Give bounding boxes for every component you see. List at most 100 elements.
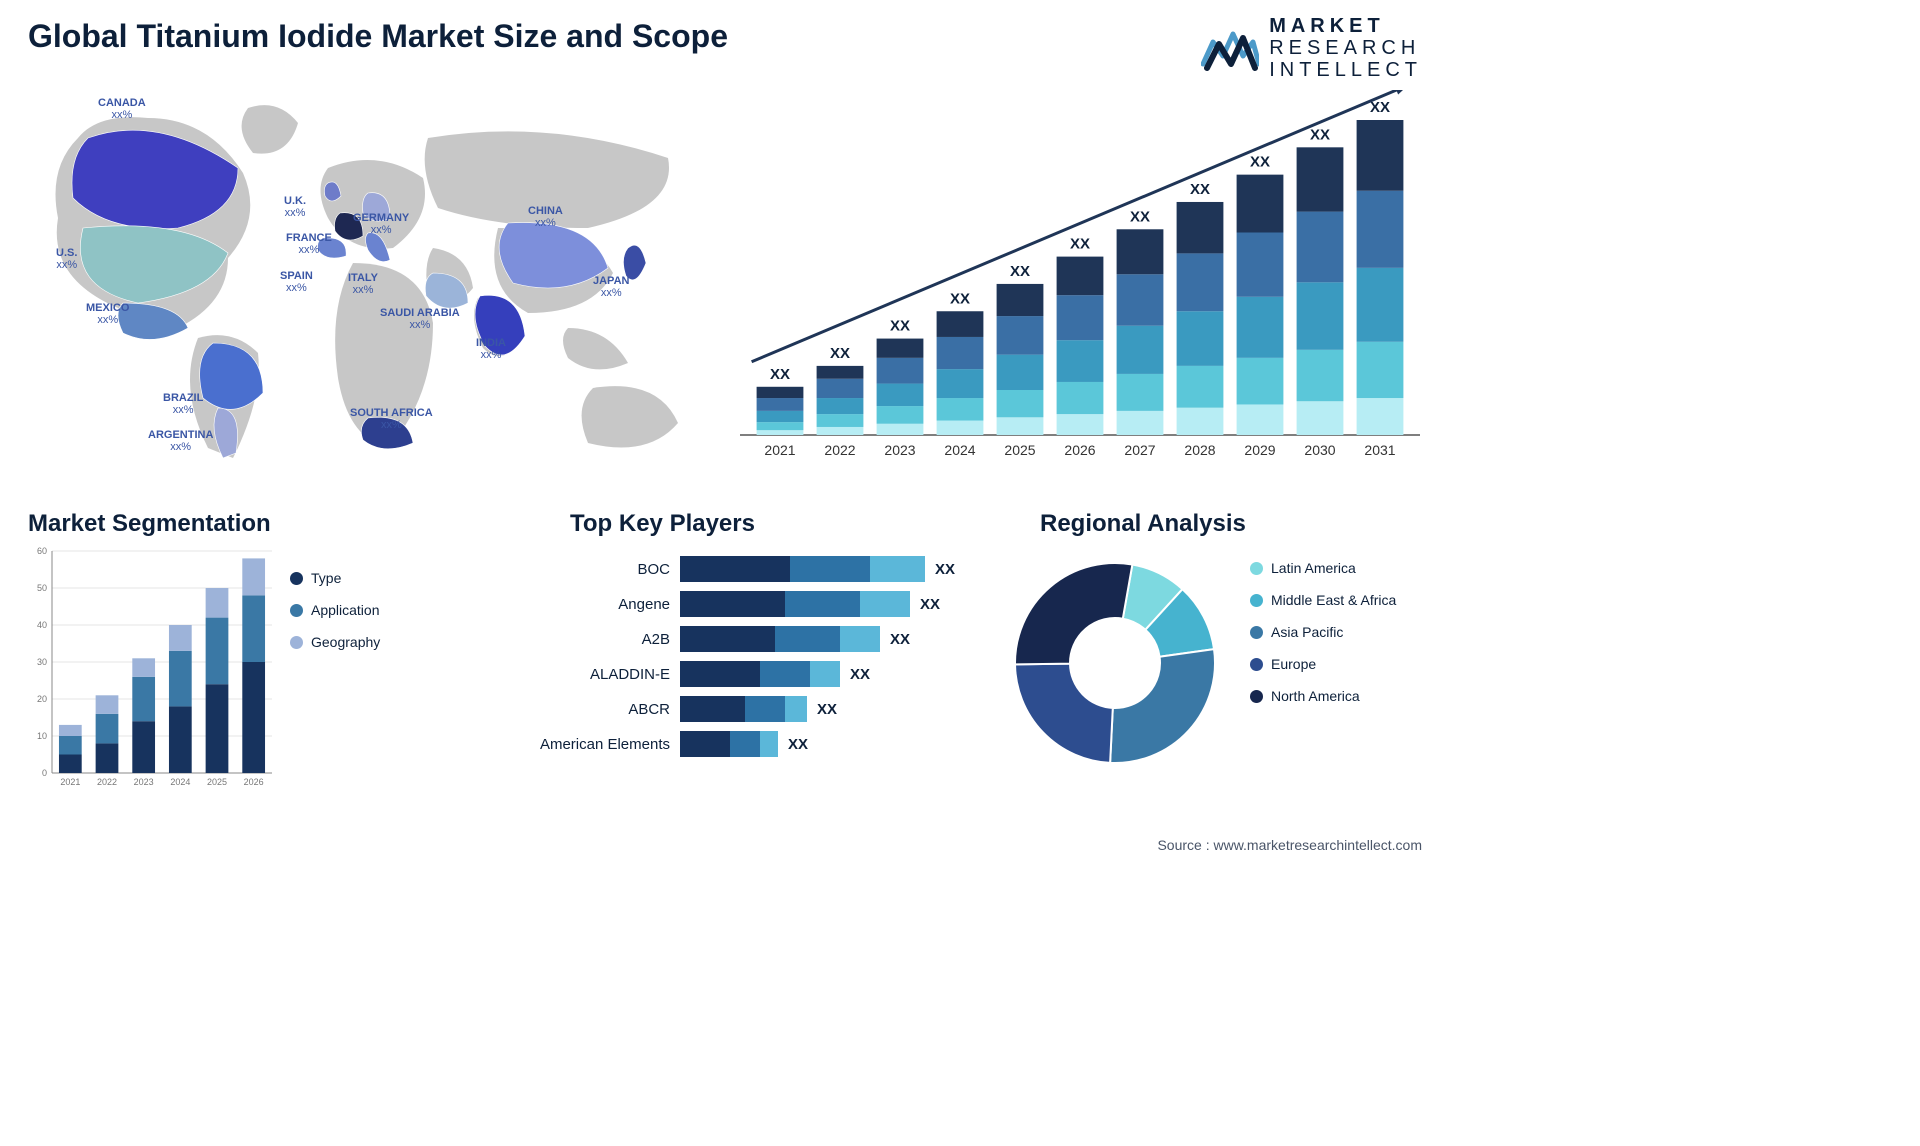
svg-text:2025: 2025 <box>207 777 227 787</box>
map-label-canada: CANADAxx% <box>98 98 146 121</box>
player-name: BOC <box>530 561 680 578</box>
svg-text:0: 0 <box>42 768 47 778</box>
svg-text:XX: XX <box>1010 263 1030 280</box>
svg-text:20: 20 <box>37 694 47 704</box>
map-label-italy: ITALYxx% <box>348 273 378 296</box>
player-bar-segment <box>760 661 810 687</box>
player-value: XX <box>920 596 940 613</box>
player-bar-segment <box>785 591 860 617</box>
player-name: Angene <box>530 596 680 613</box>
svg-text:40: 40 <box>37 620 47 630</box>
regional-title: Regional Analysis <box>1040 510 1246 538</box>
player-row: American ElementsXX <box>530 731 970 757</box>
segmentation-legend-item: Application <box>290 602 380 618</box>
player-bar-segment <box>730 731 760 757</box>
legend-label: Application <box>311 602 380 618</box>
map-label-germany: GERMANYxx% <box>353 213 409 236</box>
map-label-mexico: MEXICOxx% <box>86 303 129 326</box>
logo-line-3: INTELLECT <box>1269 60 1422 80</box>
map-label-saudi-arabia: SAUDI ARABIAxx% <box>380 308 460 331</box>
player-bar-segment <box>810 661 840 687</box>
legend-label: Latin America <box>1271 560 1356 576</box>
page-title: Global Titanium Iodide Market Size and S… <box>28 18 728 55</box>
svg-text:2030: 2030 <box>1304 442 1335 458</box>
player-bar-segment <box>680 556 790 582</box>
svg-text:XX: XX <box>1370 99 1390 116</box>
svg-text:2022: 2022 <box>824 442 855 458</box>
player-bar-segment <box>870 556 925 582</box>
players-title: Top Key Players <box>570 510 755 538</box>
map-label-france: FRANCExx% <box>286 233 332 256</box>
svg-text:XX: XX <box>770 366 790 383</box>
source-text: Source : www.marketresearchintellect.com <box>1157 837 1422 853</box>
players-chart: BOCXXAngeneXXA2BXXALADDIN-EXXABCRXXAmeri… <box>530 556 970 766</box>
player-bar <box>680 556 925 582</box>
player-value: XX <box>890 631 910 648</box>
map-label-spain: SPAINxx% <box>280 271 313 294</box>
map-label-china: CHINAxx% <box>528 206 563 229</box>
svg-text:10: 10 <box>37 731 47 741</box>
player-name: ABCR <box>530 701 680 718</box>
player-bar <box>680 731 778 757</box>
svg-text:2023: 2023 <box>884 442 915 458</box>
legend-label: Type <box>311 570 341 586</box>
player-value: XX <box>817 701 837 718</box>
map-label-u-k-: U.K.xx% <box>284 196 306 219</box>
regional-legend-item: Latin America <box>1250 560 1396 576</box>
player-bar-segment <box>680 661 760 687</box>
legend-label: Middle East & Africa <box>1271 592 1396 608</box>
segmentation-chart: 0102030405060202120222023202420252026 <box>28 545 278 795</box>
regional-legend-item: North America <box>1250 688 1396 704</box>
logo-text: MARKET RESEARCH INTELLECT <box>1269 16 1422 80</box>
legend-dot-icon <box>290 636 303 649</box>
logo-line-1: MARKET <box>1269 16 1422 36</box>
legend-label: Europe <box>1271 656 1316 672</box>
player-row: A2BXX <box>530 626 970 652</box>
map-label-japan: JAPANxx% <box>593 276 629 299</box>
player-bar <box>680 661 840 687</box>
map-label-india: INDIAxx% <box>476 338 506 361</box>
player-bar-segment <box>680 731 730 757</box>
legend-dot-icon <box>290 572 303 585</box>
player-row: ABCR XX <box>530 696 970 722</box>
logo: MARKET RESEARCH INTELLECT <box>1201 16 1422 80</box>
svg-text:50: 50 <box>37 583 47 593</box>
player-bar <box>680 626 880 652</box>
legend-dot-icon <box>1250 594 1263 607</box>
player-bar-segment <box>860 591 910 617</box>
player-row: BOC XX <box>530 556 970 582</box>
svg-text:2026: 2026 <box>244 777 264 787</box>
player-bar-segment <box>790 556 870 582</box>
legend-dot-icon <box>1250 690 1263 703</box>
map-label-south-africa: SOUTH AFRICAxx% <box>350 408 433 431</box>
player-value: XX <box>935 561 955 578</box>
player-bar-segment <box>775 626 840 652</box>
legend-dot-icon <box>1250 562 1263 575</box>
svg-text:2026: 2026 <box>1064 442 1095 458</box>
player-bar <box>680 591 910 617</box>
player-bar-segment <box>680 591 785 617</box>
segmentation-legend-item: Geography <box>290 634 380 650</box>
player-bar-segment <box>680 696 745 722</box>
player-bar-segment <box>680 626 775 652</box>
logo-mark-icon <box>1201 24 1259 72</box>
svg-text:XX: XX <box>830 345 850 362</box>
market-size-chart: XX2021XX2022XX2023XX2024XX2025XX2026XX20… <box>740 90 1420 470</box>
svg-text:30: 30 <box>37 657 47 667</box>
regional-donut <box>1000 548 1230 778</box>
player-bar-segment <box>785 696 807 722</box>
svg-text:XX: XX <box>890 318 910 335</box>
svg-text:2021: 2021 <box>764 442 795 458</box>
legend-dot-icon <box>290 604 303 617</box>
regional-legend: Latin AmericaMiddle East & AfricaAsia Pa… <box>1250 560 1396 720</box>
svg-text:2021: 2021 <box>60 777 80 787</box>
regional-legend-item: Europe <box>1250 656 1396 672</box>
svg-text:2024: 2024 <box>944 442 975 458</box>
map-label-brazil: BRAZILxx% <box>163 393 203 416</box>
svg-text:2028: 2028 <box>1184 442 1215 458</box>
player-bar-segment <box>760 731 778 757</box>
svg-text:XX: XX <box>1070 236 1090 253</box>
segmentation-legend-item: Type <box>290 570 380 586</box>
legend-dot-icon <box>1250 626 1263 639</box>
svg-text:2023: 2023 <box>134 777 154 787</box>
